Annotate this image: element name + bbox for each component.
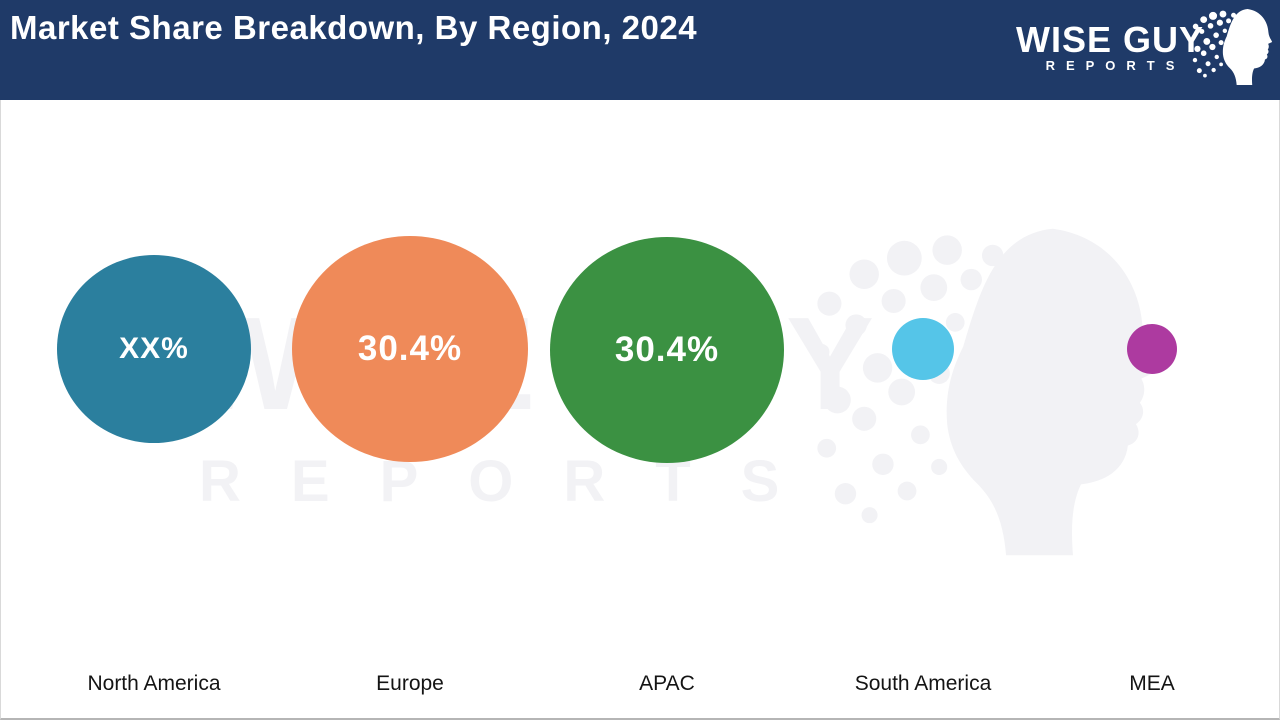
region-label-north-america: North America [87,672,221,695]
bubble-apac: 30.4% [550,237,784,463]
region-label-south-america: South America [854,672,992,695]
page-title: Market Share Breakdown, By Region, 2024 [10,9,698,46]
logo-brand-subtitle: REPORTS [1045,58,1186,74]
bubble-south-america [892,318,954,380]
region-label-apac: APAC [639,672,695,695]
watermark-subtitle-text: REPORTS [199,449,830,514]
head-profile-icon [1191,9,1273,85]
region-label-mea: MEA [1129,672,1175,695]
chart-area: WISE GUY REPORTS XX% 30.4% 30.4% North A… [0,100,1280,720]
region-label-europe: Europe [376,672,444,695]
bubble-value-label: 30.4% [357,329,463,368]
wise-guy-reports-logo: WISE GUY REPORTS [1016,6,1274,88]
bubble-mea [1127,324,1177,374]
logo-text: WISE GUY REPORTS [1015,18,1204,74]
bubble-value-label: 30.4% [614,330,720,369]
logo-brand-name: WISE GUY [1015,18,1204,60]
bubble-north-america: XX% [57,255,251,443]
bubble-value-label: XX% [119,332,189,365]
bubble-europe: 30.4% [292,236,528,462]
header-bar: Market Share Breakdown, By Region, 2024 … [0,0,1280,100]
watermark-head-profile-icon [813,228,1159,556]
